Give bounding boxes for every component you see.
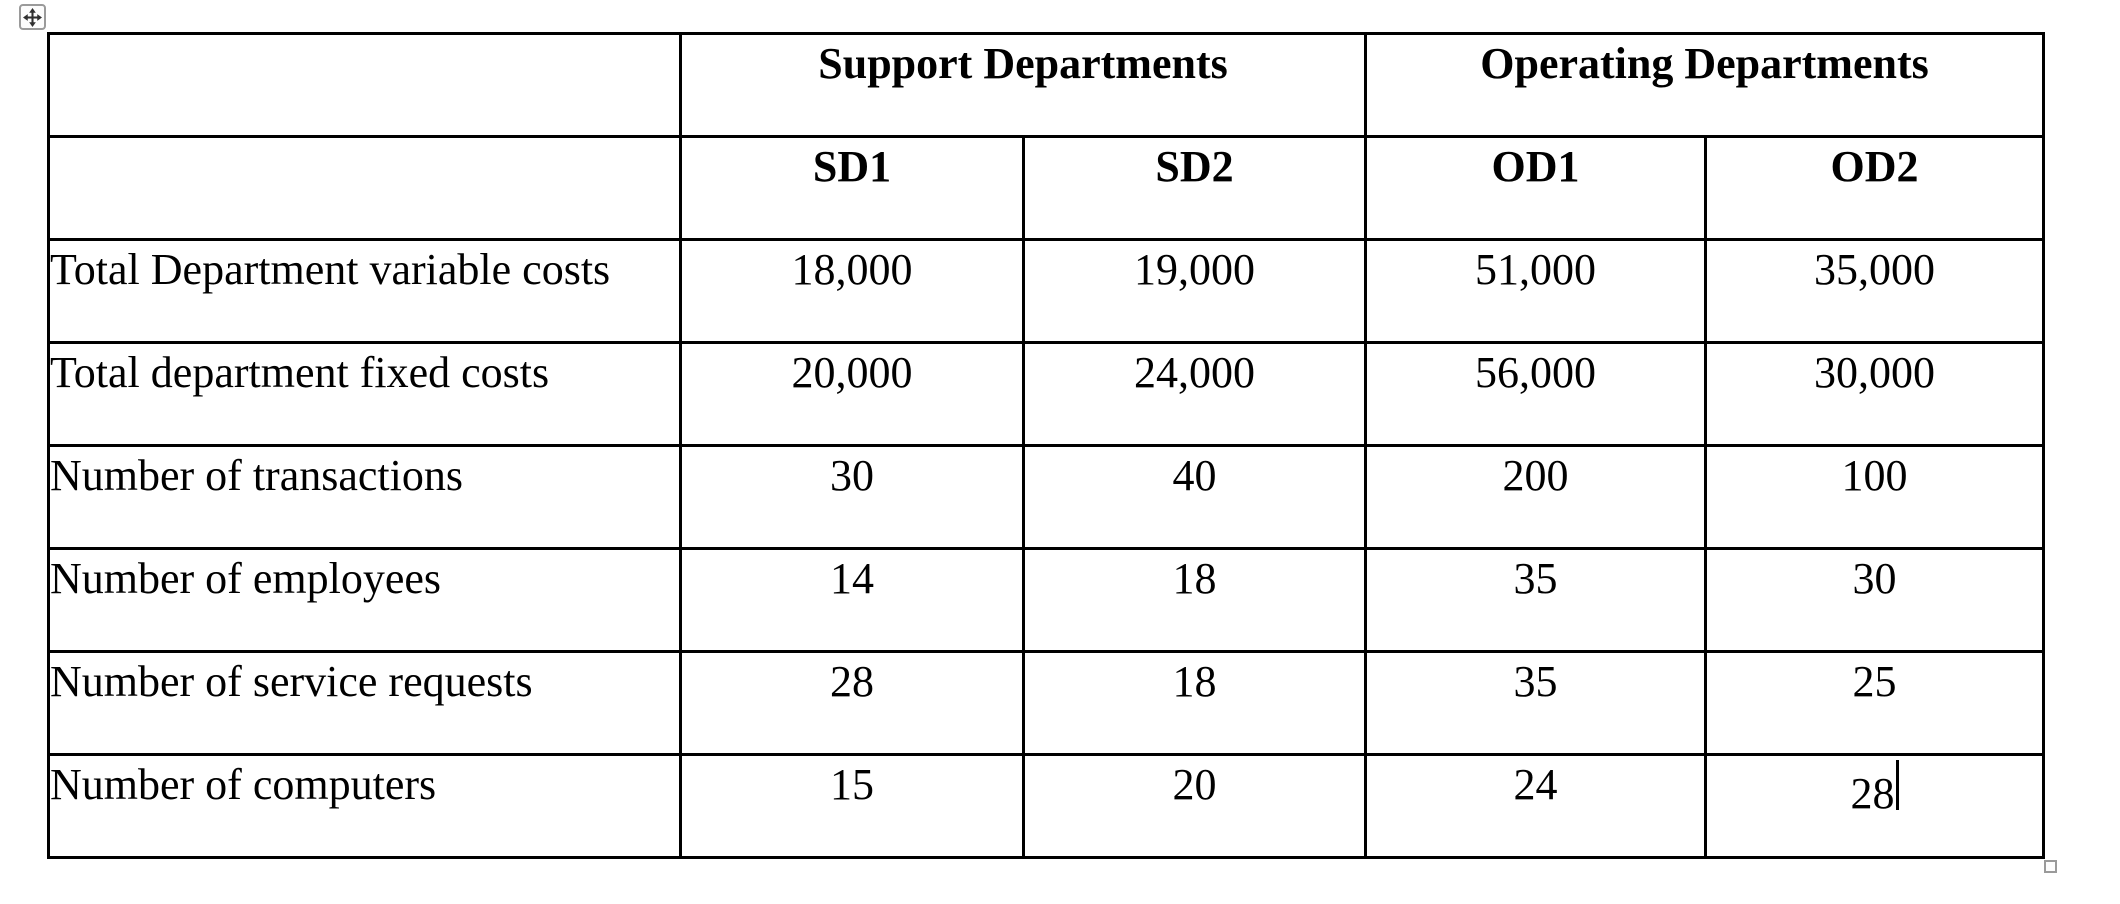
column-header-od1[interactable]: OD1 [1364, 135, 1707, 241]
value-cell[interactable]: 30 [1704, 547, 2045, 653]
value-cell[interactable]: 18,000 [679, 238, 1025, 344]
cell-value: 19,000 [1134, 245, 1255, 294]
table-row-employees: Number of employees 14 18 35 30 [47, 547, 2045, 653]
group-header-label: Support Departments [818, 39, 1228, 88]
column-header-row: SD1 SD2 OD1 OD2 [47, 135, 2045, 241]
cell-value: 35,000 [1814, 245, 1935, 294]
value-cell[interactable]: 35 [1364, 547, 1707, 653]
cell-value: 24 [1513, 760, 1558, 809]
cell-value: 28 [830, 657, 874, 706]
cell-value: 25 [1852, 657, 1897, 706]
table-row-variable-costs: Total Department variable costs 18,000 1… [47, 238, 2045, 344]
cell-value: 200 [1502, 451, 1569, 500]
value-cell[interactable]: 100 [1704, 444, 2045, 550]
value-cell[interactable]: 51,000 [1364, 238, 1707, 344]
value-cell[interactable]: 200 [1364, 444, 1707, 550]
value-cell[interactable]: 18 [1022, 547, 1367, 653]
cell-value: 51,000 [1475, 245, 1596, 294]
value-cell[interactable]: 25 [1704, 650, 2045, 756]
cell-value: 20 [1172, 760, 1217, 809]
row-label: Number of computers [50, 760, 437, 809]
group-header-support[interactable]: Support Departments [679, 32, 1367, 138]
cell-value: 100 [1841, 451, 1908, 500]
row-label: Total department fixed costs [50, 348, 550, 397]
value-cell[interactable]: 18 [1022, 650, 1367, 756]
column-header-label: SD1 [812, 142, 892, 191]
value-cell[interactable]: 14 [679, 547, 1025, 653]
corner-cell[interactable] [47, 32, 682, 138]
group-header-row: Support Departments Operating Department… [47, 32, 2045, 138]
row-label: Total Department variable costs [50, 245, 611, 294]
column-header-od2[interactable]: OD2 [1704, 135, 2045, 241]
cell-value: 24,000 [1134, 348, 1255, 397]
group-header-label: Operating Departments [1480, 39, 1929, 88]
row-label: Number of employees [50, 554, 442, 603]
table-row-transactions: Number of transactions 30 40 200 100 [47, 444, 2045, 550]
column-header-sd1[interactable]: SD1 [679, 135, 1025, 241]
cell-value: 35 [1513, 657, 1558, 706]
cell-value: 28 [1850, 769, 1895, 818]
cell-value: 18 [1172, 554, 1217, 603]
table-resize-handle[interactable] [2044, 860, 2057, 873]
table-row-computers: Number of computers 15 20 24 28 [47, 753, 2045, 859]
row-label: Number of transactions [50, 451, 464, 500]
row-label-cell[interactable]: Total department fixed costs [47, 341, 682, 447]
value-cell[interactable]: 30 [679, 444, 1025, 550]
row-label-cell[interactable]: Number of transactions [47, 444, 682, 550]
column-header-label: OD1 [1491, 142, 1580, 191]
blank-cell[interactable] [47, 135, 682, 241]
cell-value: 18 [1172, 657, 1217, 706]
cell-value: 14 [830, 554, 874, 603]
row-label-cell[interactable]: Number of employees [47, 547, 682, 653]
cell-value: 20,000 [791, 348, 913, 397]
value-cell[interactable]: 28 [679, 650, 1025, 756]
cell-value: 40 [1172, 451, 1217, 500]
text-caret [1895, 760, 1899, 810]
cell-value: 15 [830, 760, 874, 809]
group-header-operating[interactable]: Operating Departments [1364, 32, 2045, 138]
value-cell[interactable]: 15 [679, 753, 1025, 859]
cell-value: 35 [1513, 554, 1558, 603]
value-cell[interactable]: 20,000 [679, 341, 1025, 447]
column-header-sd2[interactable]: SD2 [1022, 135, 1367, 241]
cell-value: 30,000 [1814, 348, 1935, 397]
cell-value: 18,000 [791, 245, 913, 294]
value-cell[interactable]: 24,000 [1022, 341, 1367, 447]
value-cell-with-caret[interactable]: 28 [1704, 753, 2045, 859]
value-cell[interactable]: 20 [1022, 753, 1367, 859]
cell-value: 56,000 [1475, 348, 1596, 397]
row-label-cell[interactable]: Number of service requests [47, 650, 682, 756]
value-cell[interactable]: 24 [1364, 753, 1707, 859]
four-way-arrow-icon [23, 7, 42, 27]
value-cell[interactable]: 19,000 [1022, 238, 1367, 344]
value-cell[interactable]: 56,000 [1364, 341, 1707, 447]
cell-value: 30 [830, 451, 874, 500]
row-label: Number of service requests [50, 657, 533, 706]
column-header-label: OD2 [1830, 142, 1919, 191]
value-cell[interactable]: 30,000 [1704, 341, 2045, 447]
table-row-fixed-costs: Total department fixed costs 20,000 24,0… [47, 341, 2045, 447]
row-label-cell[interactable]: Number of computers [47, 753, 682, 859]
cell-value: 30 [1852, 554, 1897, 603]
value-cell[interactable]: 40 [1022, 444, 1367, 550]
value-cell[interactable]: 35,000 [1704, 238, 2045, 344]
column-header-label: SD2 [1155, 142, 1234, 191]
row-label-cell[interactable]: Total Department variable costs [47, 238, 682, 344]
value-cell[interactable]: 35 [1364, 650, 1707, 756]
table-move-handle[interactable] [19, 4, 46, 30]
data-table: Support Departments Operating Department… [47, 32, 2045, 859]
table-row-service-requests: Number of service requests 28 18 35 25 [47, 650, 2045, 756]
